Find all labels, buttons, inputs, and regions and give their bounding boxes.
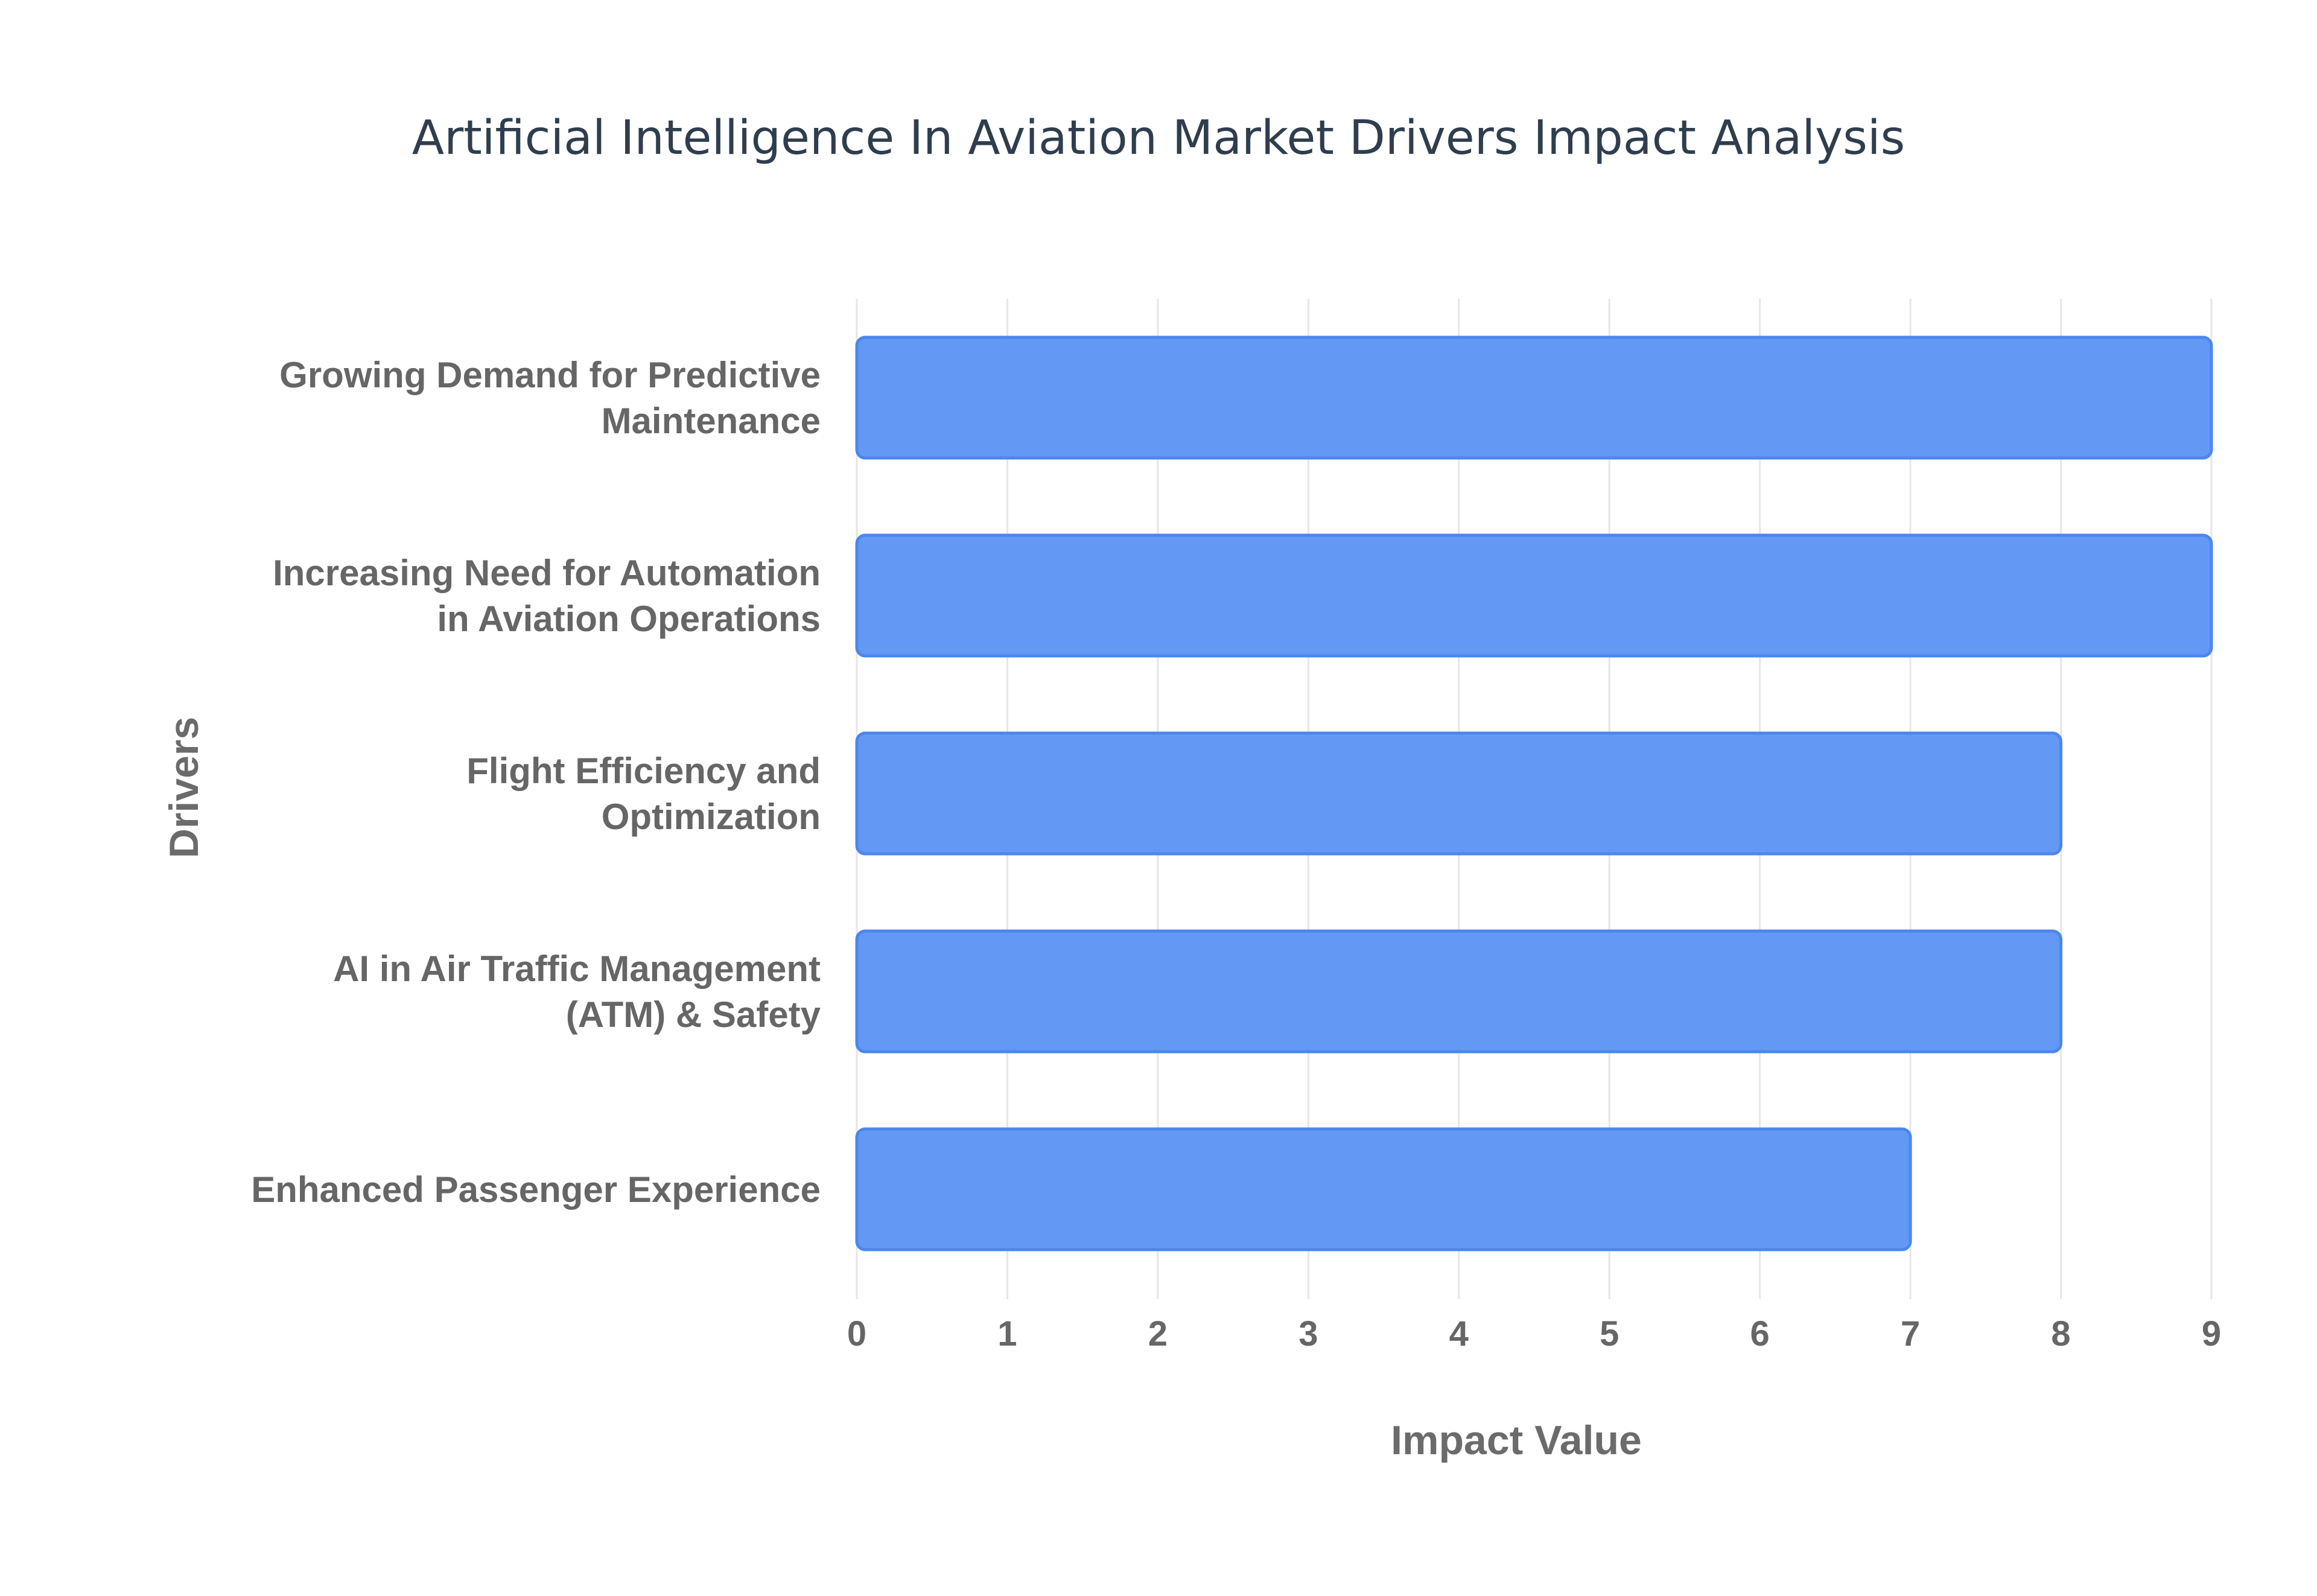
category-label: Optimization [602,796,821,837]
x-axis-ticks: 0 1 2 3 4 5 6 7 8 9 [847,1314,2221,1353]
x-tick-label: 5 [1600,1314,1619,1353]
chart-title: Artificial Intelligence In Aviation Mark… [412,111,1905,165]
x-tick-label: 1 [997,1314,1017,1353]
x-tick-label: 4 [1449,1314,1469,1353]
x-axis-title: Impact Value [1391,1417,1642,1463]
category-label: in Aviation Operations [437,599,821,639]
bar[interactable] [855,335,2213,460]
y-axis-categories: Growing Demand for Predictive Maintenance… [251,355,821,1210]
x-tick-label: 7 [1901,1314,1920,1353]
category-label: Maintenance [602,401,821,441]
bars [855,335,2213,1251]
category-label: Increasing Need for Automation [273,553,821,593]
x-tick-label: 2 [1148,1314,1168,1353]
bar[interactable] [855,731,2063,856]
category-label: AI in Air Traffic Management [333,949,821,989]
x-tick-label: 9 [2202,1314,2221,1353]
category-label: Enhanced Passenger Experience [251,1169,821,1210]
y-axis-title: Drivers [161,717,207,858]
bar[interactable] [855,1127,1912,1251]
bar[interactable] [855,929,2063,1054]
category-label: Flight Efficiency and [466,751,821,791]
category-label: Growing Demand for Predictive [279,355,821,395]
x-tick-label: 3 [1298,1314,1318,1353]
x-tick-label: 8 [2051,1314,2070,1353]
category-label: (ATM) & Safety [566,994,821,1035]
x-tick-label: 6 [1750,1314,1770,1353]
bar[interactable] [855,533,2213,658]
x-tick-label: 0 [847,1314,866,1353]
